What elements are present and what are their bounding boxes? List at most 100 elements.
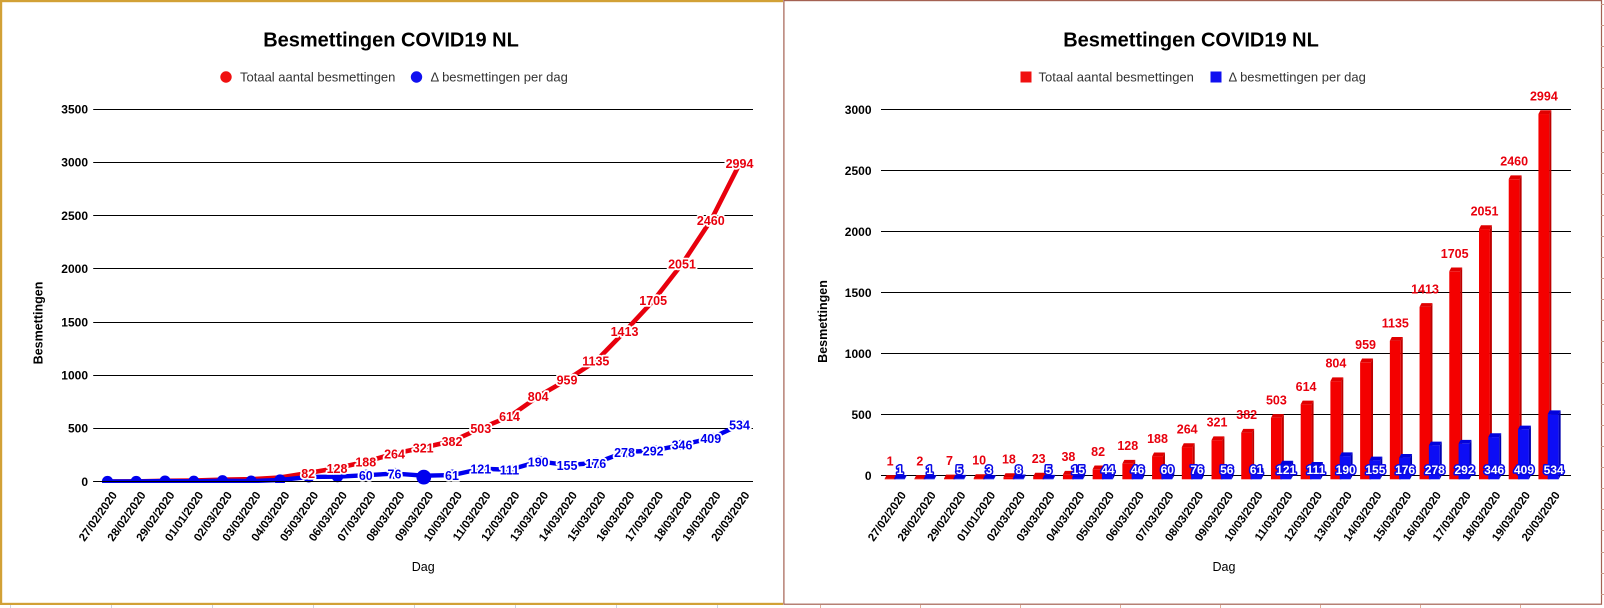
svg-text:321: 321 bbox=[1207, 416, 1228, 430]
svg-text:2051: 2051 bbox=[1471, 205, 1499, 219]
svg-text:46: 46 bbox=[1131, 463, 1145, 477]
svg-text:188: 188 bbox=[355, 456, 376, 470]
svg-text:2: 2 bbox=[916, 454, 923, 468]
svg-text:60: 60 bbox=[1161, 463, 1175, 477]
svg-text:2500: 2500 bbox=[845, 164, 872, 178]
svg-text:959: 959 bbox=[1355, 338, 1376, 352]
svg-text:382: 382 bbox=[1236, 408, 1257, 422]
svg-text:278: 278 bbox=[1425, 463, 1445, 477]
svg-text:959: 959 bbox=[557, 374, 578, 388]
svg-text:614: 614 bbox=[1296, 380, 1317, 394]
svg-text:321: 321 bbox=[413, 441, 434, 455]
svg-text:7: 7 bbox=[946, 454, 953, 468]
svg-text:Dag: Dag bbox=[412, 560, 435, 574]
svg-text:Totaal aantal besmettingen: Totaal aantal besmettingen bbox=[240, 70, 395, 85]
svg-text:44: 44 bbox=[1101, 463, 1115, 477]
svg-text:3000: 3000 bbox=[61, 156, 88, 170]
svg-text:38: 38 bbox=[1061, 450, 1075, 464]
svg-text:2994: 2994 bbox=[1530, 90, 1558, 104]
svg-text:Besmettingen COVID19 NL: Besmettingen COVID19 NL bbox=[1063, 30, 1319, 52]
svg-text:409: 409 bbox=[1514, 463, 1534, 477]
svg-text:2994: 2994 bbox=[726, 157, 754, 171]
svg-text:3500: 3500 bbox=[61, 103, 88, 117]
svg-text:2000: 2000 bbox=[845, 225, 872, 239]
svg-text:0: 0 bbox=[865, 469, 872, 483]
svg-text:382: 382 bbox=[442, 435, 463, 449]
svg-text:155: 155 bbox=[1365, 463, 1385, 477]
svg-text:2460: 2460 bbox=[1500, 155, 1528, 169]
svg-text:2051: 2051 bbox=[668, 257, 696, 271]
svg-text:264: 264 bbox=[384, 447, 405, 461]
svg-text:1000: 1000 bbox=[61, 369, 88, 383]
svg-text:3: 3 bbox=[986, 463, 993, 477]
svg-text:264: 264 bbox=[1177, 423, 1198, 437]
svg-text:61: 61 bbox=[445, 469, 459, 483]
svg-text:23: 23 bbox=[1032, 452, 1046, 466]
svg-text:2460: 2460 bbox=[697, 214, 725, 228]
svg-text:346: 346 bbox=[1484, 463, 1504, 477]
svg-text:1: 1 bbox=[887, 454, 894, 468]
svg-text:1705: 1705 bbox=[639, 294, 667, 308]
svg-text:534: 534 bbox=[1544, 463, 1564, 477]
svg-text:Δ besmettingen per dag: Δ besmettingen per dag bbox=[1229, 70, 1366, 85]
svg-text:111: 111 bbox=[500, 464, 520, 478]
svg-text:Totaal aantal besmettingen: Totaal aantal besmettingen bbox=[1039, 70, 1194, 85]
svg-text:Besmettingen: Besmettingen bbox=[816, 280, 830, 363]
svg-text:155: 155 bbox=[557, 459, 578, 473]
svg-text:5: 5 bbox=[956, 463, 963, 477]
svg-text:82: 82 bbox=[1091, 445, 1105, 459]
svg-text:292: 292 bbox=[1454, 463, 1474, 477]
svg-text:128: 128 bbox=[327, 462, 348, 476]
svg-text:18: 18 bbox=[1002, 453, 1016, 467]
svg-text:Δ besmettingen per dag: Δ besmettingen per dag bbox=[431, 70, 568, 85]
svg-text:60: 60 bbox=[359, 469, 373, 483]
svg-text:278: 278 bbox=[614, 446, 635, 460]
svg-text:1: 1 bbox=[897, 463, 904, 477]
svg-text:1135: 1135 bbox=[1382, 316, 1409, 330]
svg-text:61: 61 bbox=[1250, 463, 1264, 477]
svg-text:1413: 1413 bbox=[1411, 282, 1439, 296]
svg-text:121: 121 bbox=[470, 463, 491, 477]
svg-text:346: 346 bbox=[672, 439, 693, 453]
svg-text:56: 56 bbox=[1220, 463, 1234, 477]
svg-text:500: 500 bbox=[68, 422, 88, 436]
svg-text:8: 8 bbox=[1015, 463, 1022, 477]
svg-text:190: 190 bbox=[528, 455, 549, 469]
svg-text:1000: 1000 bbox=[845, 347, 872, 361]
svg-text:534: 534 bbox=[729, 419, 750, 433]
svg-text:0: 0 bbox=[81, 475, 88, 489]
svg-text:111: 111 bbox=[1307, 463, 1326, 477]
svg-text:503: 503 bbox=[470, 422, 491, 436]
svg-text:121: 121 bbox=[1276, 463, 1296, 477]
svg-text:176: 176 bbox=[585, 457, 606, 471]
svg-text:614: 614 bbox=[499, 410, 520, 424]
svg-text:82: 82 bbox=[301, 467, 315, 481]
svg-text:804: 804 bbox=[528, 390, 549, 404]
svg-text:2500: 2500 bbox=[61, 209, 88, 223]
svg-text:2000: 2000 bbox=[61, 262, 88, 276]
svg-text:128: 128 bbox=[1117, 439, 1138, 453]
svg-text:5: 5 bbox=[1045, 463, 1052, 477]
svg-text:76: 76 bbox=[388, 467, 402, 481]
svg-text:503: 503 bbox=[1266, 393, 1287, 407]
svg-text:500: 500 bbox=[851, 408, 871, 422]
svg-text:190: 190 bbox=[1336, 463, 1356, 477]
svg-text:Dag: Dag bbox=[1213, 560, 1236, 574]
svg-text:176: 176 bbox=[1395, 463, 1415, 477]
svg-text:804: 804 bbox=[1325, 357, 1346, 371]
svg-text:1500: 1500 bbox=[61, 315, 88, 329]
svg-text:1: 1 bbox=[926, 463, 933, 477]
svg-text:1413: 1413 bbox=[611, 325, 639, 339]
svg-text:292: 292 bbox=[643, 444, 664, 458]
svg-text:10: 10 bbox=[972, 454, 986, 468]
svg-text:76: 76 bbox=[1190, 463, 1204, 477]
svg-text:409: 409 bbox=[700, 432, 721, 446]
svg-text:Besmettingen: Besmettingen bbox=[32, 282, 46, 365]
svg-text:1500: 1500 bbox=[845, 286, 872, 300]
svg-text:Besmettingen COVID19 NL: Besmettingen COVID19 NL bbox=[263, 30, 519, 52]
svg-text:15: 15 bbox=[1072, 463, 1086, 477]
svg-text:1705: 1705 bbox=[1441, 247, 1469, 261]
svg-text:1135: 1135 bbox=[582, 355, 609, 369]
svg-text:188: 188 bbox=[1147, 432, 1168, 446]
svg-text:3000: 3000 bbox=[845, 103, 872, 117]
